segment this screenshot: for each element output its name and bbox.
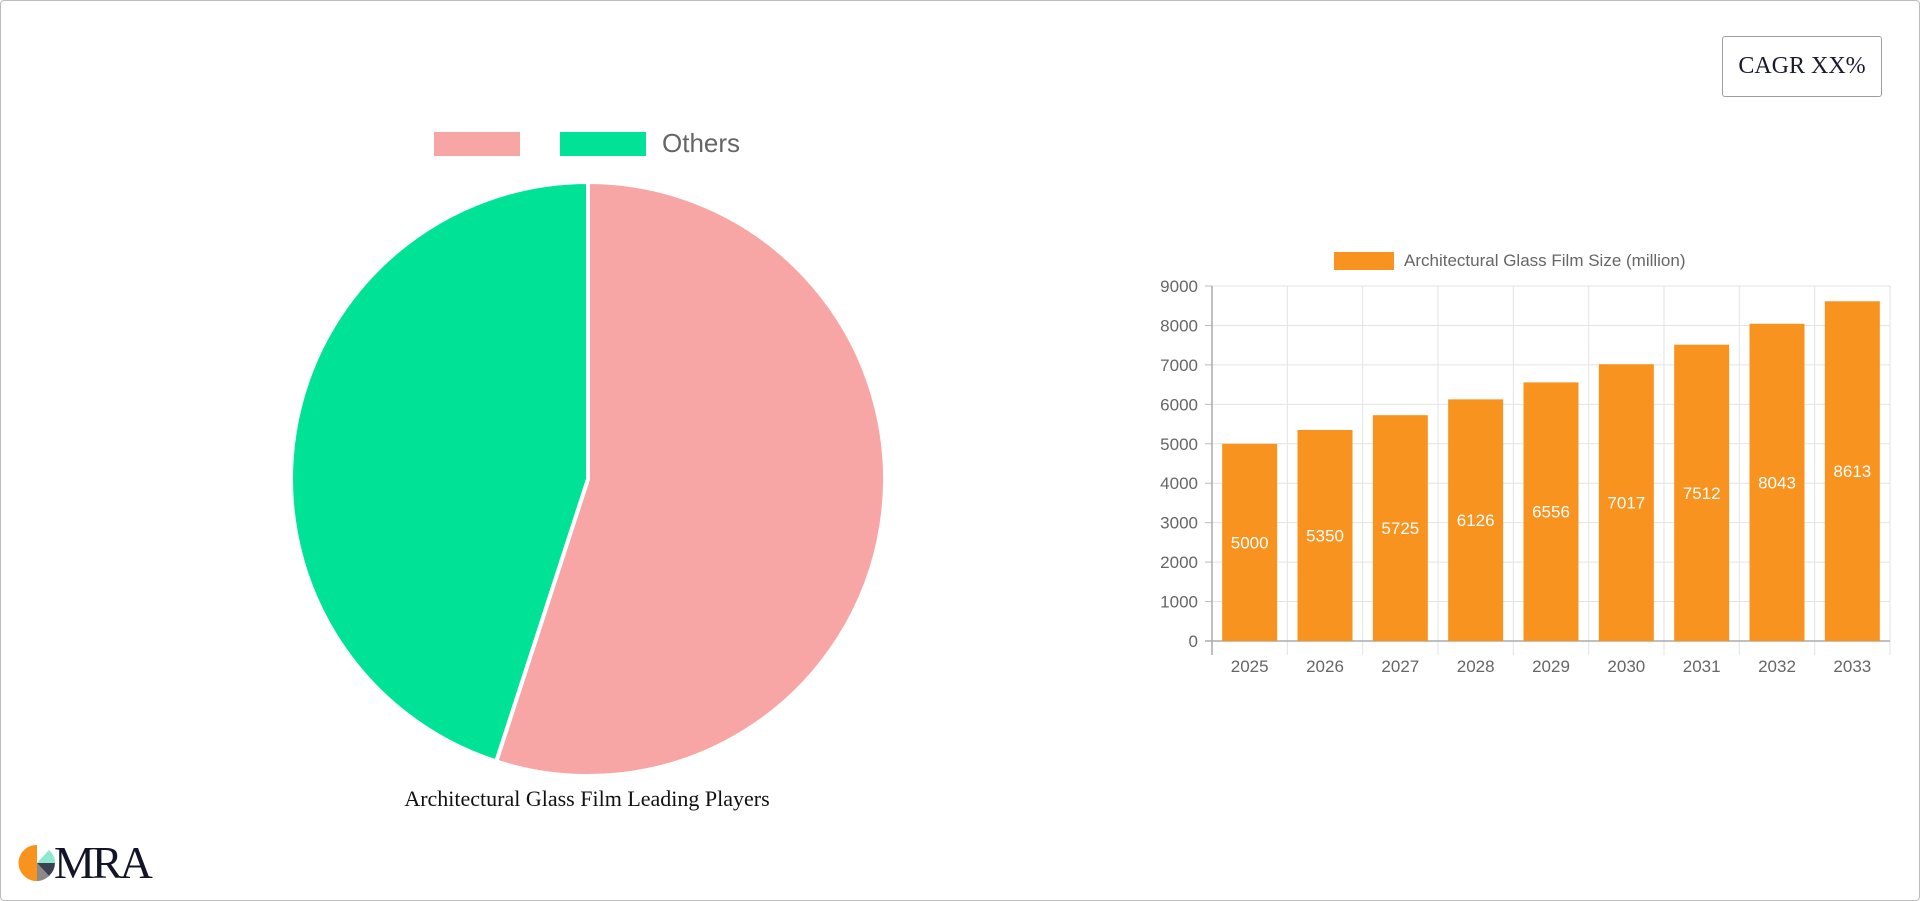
pie-legend: Others xyxy=(434,128,740,159)
x-tick-label: 2029 xyxy=(1532,657,1570,676)
y-tick-label: 1000 xyxy=(1160,593,1198,612)
y-tick-label: 4000 xyxy=(1160,474,1198,493)
y-tick-label: 7000 xyxy=(1160,356,1198,375)
pie-legend-label-others: Others xyxy=(662,128,741,158)
bar-value-label: 7017 xyxy=(1607,494,1645,513)
pie-legend-swatch-primary[interactable] xyxy=(434,131,520,156)
x-tick-label: 2032 xyxy=(1758,657,1796,676)
y-tick-label: 9000 xyxy=(1160,277,1198,296)
bar-2029[interactable] xyxy=(1523,382,1579,641)
y-tick-label: 2000 xyxy=(1160,553,1198,572)
cagr-badge: CAGR XX% xyxy=(1722,36,1882,97)
x-tick-label: 2027 xyxy=(1381,657,1419,676)
bar-legend-label: Architectural Glass Film Size (million) xyxy=(1404,251,1686,270)
pie-slice-others[interactable] xyxy=(289,179,590,764)
pie-legend-swatch-others[interactable] xyxy=(560,131,646,156)
y-tick-label: 3000 xyxy=(1160,514,1198,533)
logo-pie-icon xyxy=(18,844,55,881)
x-tick-label: 2030 xyxy=(1607,657,1645,676)
x-tick-label: 2028 xyxy=(1457,657,1495,676)
bar-2033[interactable] xyxy=(1824,301,1880,641)
pie-caption: Architectural Glass Film Leading Players xyxy=(404,786,770,811)
y-tick-label: 5000 xyxy=(1160,435,1198,454)
bar-value-label: 6556 xyxy=(1532,503,1570,522)
bar-value-label: 5350 xyxy=(1306,526,1344,545)
x-tick-label: 2026 xyxy=(1306,657,1344,676)
logo-text: MRA xyxy=(54,837,153,888)
bar-value-label: 5725 xyxy=(1381,519,1419,538)
bar-2030[interactable] xyxy=(1598,364,1654,641)
bar-2025[interactable] xyxy=(1222,443,1278,641)
bar-2031[interactable] xyxy=(1674,344,1730,641)
pie-slice-primary[interactable] xyxy=(493,179,887,778)
bar-value-label: 5000 xyxy=(1231,533,1269,552)
y-tick-label: 6000 xyxy=(1160,395,1198,414)
bar-legend-swatch xyxy=(1334,252,1394,270)
y-tick-label: 8000 xyxy=(1160,316,1198,335)
x-tick-label: 2025 xyxy=(1231,657,1269,676)
bar-2026[interactable] xyxy=(1297,429,1353,641)
y-tick-label: 0 xyxy=(1189,632,1198,651)
x-tick-label: 2031 xyxy=(1683,657,1721,676)
bar-value-label: 7512 xyxy=(1683,484,1721,503)
bar-value-label: 6126 xyxy=(1457,511,1495,530)
bar-value-label: 8613 xyxy=(1833,462,1871,481)
bar-value-label: 8043 xyxy=(1758,473,1796,492)
bar-2028[interactable] xyxy=(1448,399,1504,641)
bar-2027[interactable] xyxy=(1372,415,1428,641)
bar-2032[interactable] xyxy=(1749,323,1805,641)
x-tick-label: 2033 xyxy=(1833,657,1871,676)
mra-logo: MRA xyxy=(18,837,153,888)
bar-legend[interactable]: Architectural Glass Film Size (million) xyxy=(1334,251,1686,271)
cagr-label: CAGR XX% xyxy=(1738,53,1866,79)
